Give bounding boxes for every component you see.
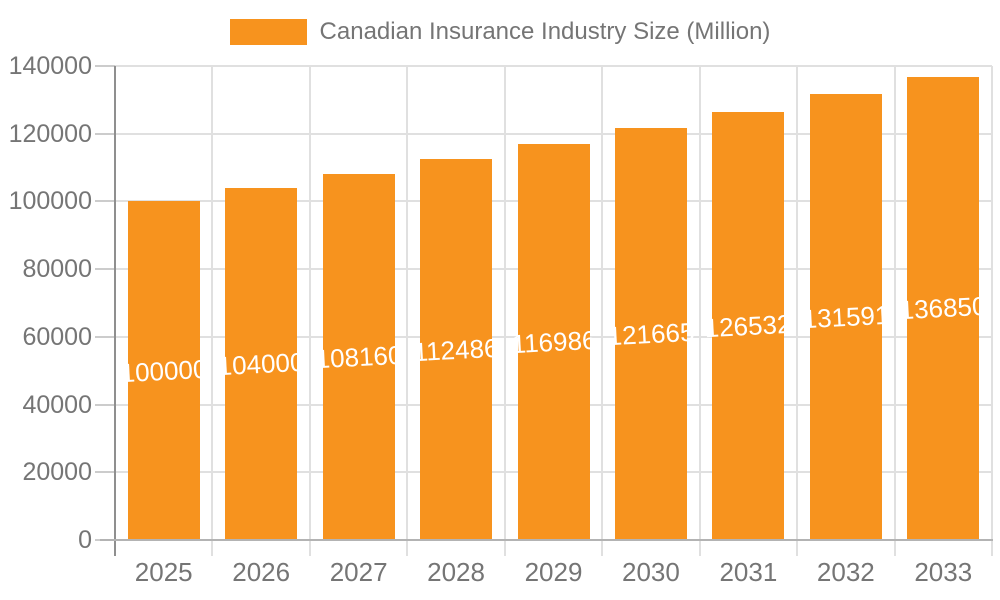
legend-swatch: [229, 19, 307, 45]
bar: [712, 111, 785, 540]
bar: [517, 143, 590, 540]
x-gridline: [991, 66, 993, 556]
y-axis-label: 80000: [22, 255, 92, 284]
y-axis-label: 60000: [22, 322, 92, 351]
y-tick: [95, 200, 115, 203]
y-tick: [95, 471, 115, 474]
y-axis-label: 40000: [22, 390, 92, 419]
x-gridline: [503, 66, 506, 556]
y-gridline: [115, 65, 992, 67]
bar: [127, 201, 200, 540]
x-gridline: [893, 66, 896, 556]
x-gridline: [698, 66, 701, 556]
x-axis-label: 2026: [232, 557, 291, 587]
y-axis-label: 140000: [8, 52, 92, 80]
x-axis-label: 2029: [524, 557, 583, 587]
x-gridline: [211, 66, 214, 556]
y-axis-label: 120000: [8, 119, 92, 148]
x-axis-label: 2030: [622, 557, 680, 587]
y-axis-label: 0: [78, 526, 92, 554]
x-axis-label: 2033: [914, 557, 973, 587]
x-axis-label: 2028: [427, 557, 485, 587]
y-axis-line: [114, 66, 116, 556]
x-gridline: [796, 66, 799, 556]
y-tick: [95, 403, 115, 406]
y-tick: [95, 268, 115, 271]
x-axis-label: 2027: [329, 557, 388, 587]
legend-label: Canadian Insurance Industry Size (Millio…: [319, 18, 771, 45]
plot-area: 100000 104000 108160 112486 116986 121665 1265…: [115, 65, 992, 540]
bar: [809, 94, 882, 540]
bar: [614, 128, 687, 540]
bar: [225, 187, 298, 540]
y-gridline: [115, 132, 992, 135]
x-axis-label: 2031: [719, 557, 778, 587]
chart-legend: Canadian Insurance Industry Size (Millio…: [0, 18, 1000, 46]
bar: [322, 173, 395, 540]
x-gridline: [406, 66, 409, 556]
y-axis-label: 100000: [8, 187, 92, 216]
y-axis-label: 20000: [22, 458, 92, 487]
x-axis-label: 2025: [134, 557, 193, 587]
y-tick: [95, 132, 115, 135]
x-axis-line: [100, 539, 993, 541]
y-tick: [95, 335, 115, 338]
x-axis-label: 2032: [816, 557, 875, 587]
x-gridline: [601, 66, 604, 556]
x-gridline: [308, 66, 311, 556]
y-tick: [95, 65, 115, 67]
bar: [420, 159, 493, 540]
bar-value-label: 136850: [899, 291, 988, 326]
bar: [907, 76, 980, 540]
